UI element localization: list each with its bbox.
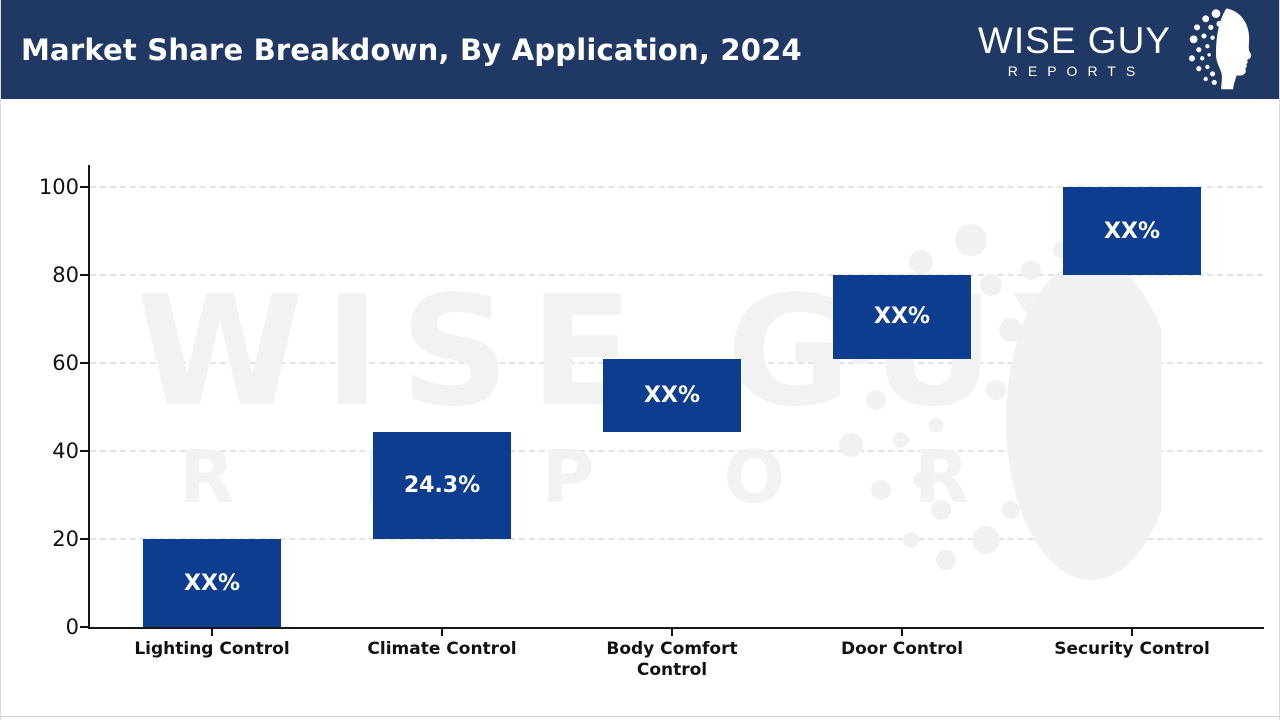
- bottom-border-line: [1, 716, 1279, 717]
- gridline: [90, 186, 1263, 188]
- logo-text: WISE GUY REPORTS: [978, 22, 1171, 78]
- gridline: [90, 450, 1263, 452]
- y-tick-mark: [80, 186, 88, 188]
- header-bar: Market Share Breakdown, By Application, …: [1, 0, 1279, 99]
- x-axis-label: Door Control: [840, 639, 964, 659]
- y-tick-label: 60: [52, 351, 79, 375]
- x-tick-mark: [671, 629, 673, 636]
- bar: XX%: [143, 539, 281, 627]
- bar-value-label: XX%: [644, 382, 700, 408]
- x-axis-label: Body Comfort Control: [606, 639, 738, 680]
- wise-guy-logo: WISE GUY REPORTS: [978, 5, 1259, 95]
- y-tick-mark: [80, 538, 88, 540]
- y-tick-mark: [80, 362, 88, 364]
- y-tick-label: 20: [52, 527, 79, 551]
- y-tick-mark: [80, 626, 88, 628]
- page-title: Market Share Breakdown, By Application, …: [21, 32, 802, 67]
- x-tick-mark: [901, 629, 903, 636]
- x-tick-mark: [441, 629, 443, 636]
- y-tick-label: 100: [38, 175, 79, 199]
- y-tick-mark: [80, 274, 88, 276]
- x-axis-label: Lighting Control: [134, 639, 290, 659]
- logo-wordmark: WISE GUY: [977, 19, 1171, 61]
- y-tick-label: 40: [52, 439, 79, 463]
- gridline: [90, 538, 1263, 540]
- logo-subtitle: REPORTS: [1007, 62, 1146, 79]
- bar: XX%: [1063, 187, 1201, 275]
- gridline: [90, 274, 1263, 276]
- x-axis-line: [88, 627, 1264, 629]
- bar-value-label: XX%: [874, 304, 930, 330]
- x-tick-mark: [1131, 629, 1133, 636]
- x-axis-label: Climate Control: [367, 639, 517, 659]
- bar: 24.3%: [373, 432, 511, 539]
- y-tick-label: 0: [65, 615, 79, 639]
- bar-value-label: 24.3%: [403, 473, 481, 499]
- bar-value-label: XX%: [184, 570, 240, 596]
- bar: XX%: [833, 275, 971, 359]
- y-tick-mark: [80, 450, 88, 452]
- x-tick-mark: [211, 629, 213, 636]
- bar-value-label: XX%: [1104, 218, 1160, 244]
- dotted-face-profile-icon: [1173, 5, 1259, 95]
- y-axis-line: [88, 165, 90, 629]
- y-tick-label: 80: [52, 263, 79, 287]
- bar: XX%: [603, 358, 741, 433]
- x-axis-label: Security Control: [1054, 639, 1210, 659]
